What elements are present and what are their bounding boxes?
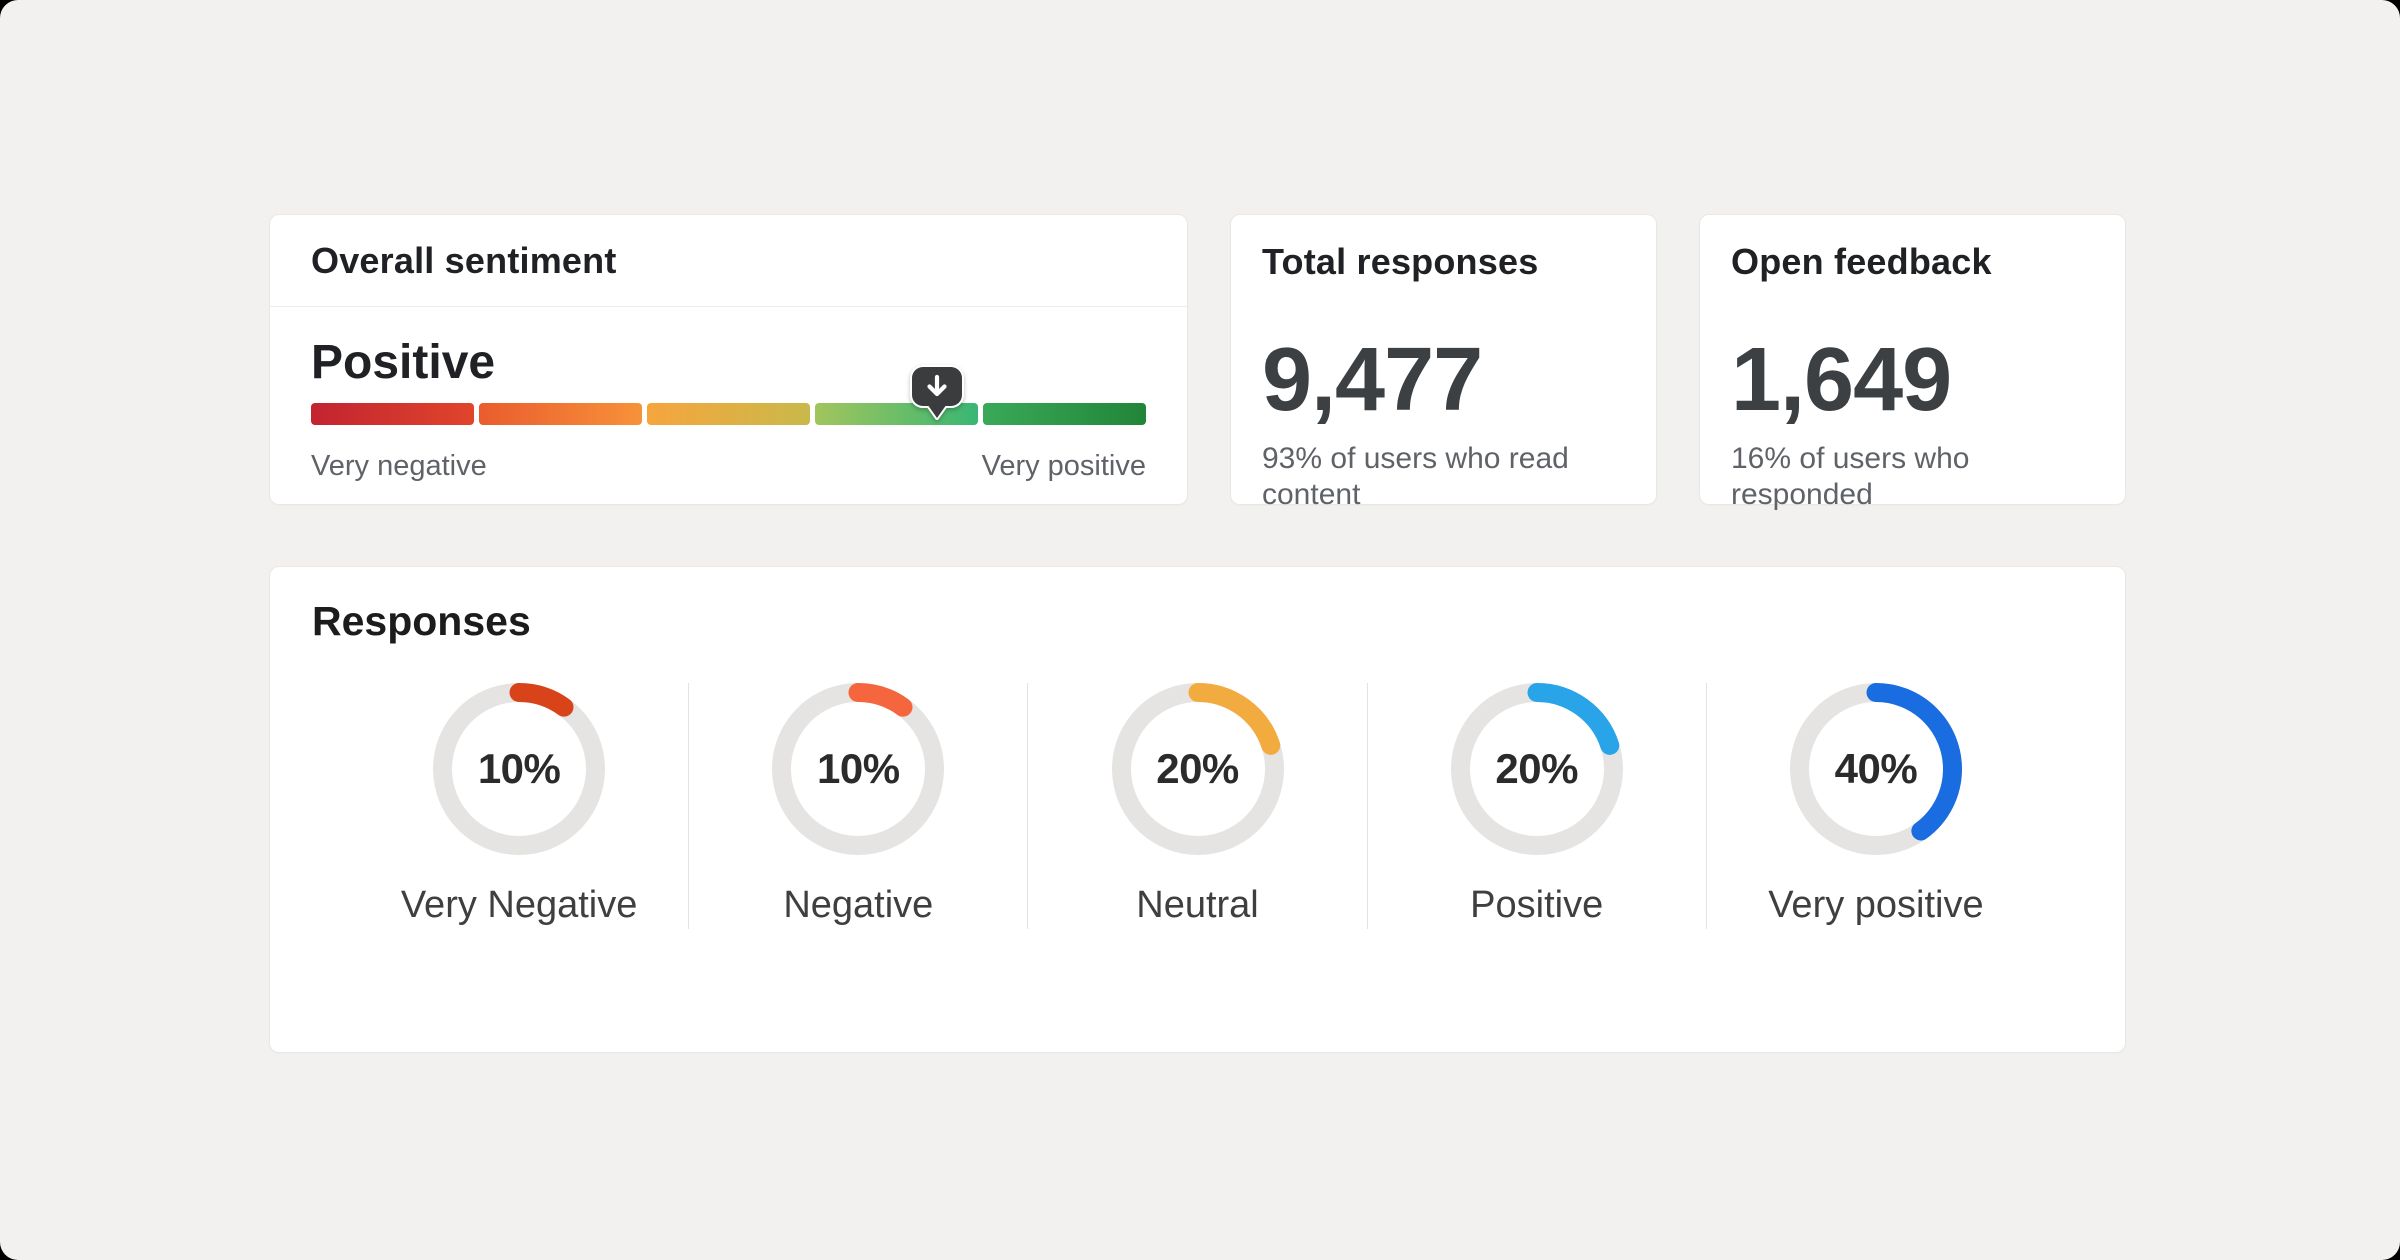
total-responses-caption: 93% of users who read content <box>1262 442 1569 511</box>
column-divider <box>1705 683 1707 929</box>
donut-group-negative: 10% Negative <box>689 683 1027 927</box>
column-divider <box>1027 683 1029 929</box>
donut-label: Very Negative <box>400 884 638 926</box>
donut-label: Negative <box>783 884 934 926</box>
donut-ring <box>433 683 606 855</box>
open-feedback-card: Open feedback 1,649 16% of users who res… <box>1699 214 2126 511</box>
sentiment-marker <box>910 365 965 420</box>
open-feedback-title: Open feedback <box>1731 241 1992 282</box>
dashboard-content: Overall sentiment Positive <box>269 214 2126 1053</box>
gauge-segment-very-positive <box>983 403 1146 425</box>
arrow-down-icon <box>927 374 947 397</box>
gauge-min-label: Very negative <box>311 450 487 482</box>
summary-row: Overall sentiment Positive <box>269 214 2126 511</box>
donut-arc <box>433 683 606 855</box>
donut-arc <box>772 683 945 855</box>
donut-ring <box>1789 683 1962 855</box>
overall-sentiment-title: Overall sentiment <box>311 239 617 281</box>
total-responses-card: Total responses 9,477 93% of users who r… <box>1230 214 1657 511</box>
donut-group-neutral: 20% Neutral <box>1028 683 1366 927</box>
donut-label: Neutral <box>1136 884 1259 926</box>
open-feedback-value: 1,649 <box>1731 330 1952 430</box>
sentiment-body: Positive <box>270 337 1187 483</box>
total-responses-value: 9,477 <box>1262 330 1483 430</box>
responses-card: Responses 10% Very Negative <box>269 566 2126 1053</box>
gauge-segment-very-negative <box>311 403 474 425</box>
donut-value: 20% <box>1156 745 1239 792</box>
donut-value: 10% <box>477 745 561 792</box>
total-responses-title: Total responses <box>1262 241 1539 282</box>
donut-row: 10% Very Negative 10% Negative <box>270 683 2125 929</box>
sentiment-gauge <box>311 365 1146 425</box>
donut-group-positive: 20% Positive <box>1368 683 1706 927</box>
donut-value: 10% <box>817 745 900 792</box>
responses-title: Responses <box>312 598 531 644</box>
donut-label: Very positive <box>1768 884 1984 926</box>
donut-value: 40% <box>1834 745 1918 792</box>
column-divider <box>688 683 690 929</box>
card-header: Overall sentiment <box>270 215 1187 307</box>
donut-arc <box>1450 683 1623 855</box>
donut-chart: 40% <box>1789 683 1962 855</box>
donut-chart: 10% <box>772 683 945 855</box>
donut-chart: 20% <box>1111 683 1284 855</box>
sentiment-value: Positive <box>311 336 496 389</box>
donut-value: 20% <box>1495 745 1578 792</box>
gauge-segment-negative <box>479 403 642 425</box>
donut-arc <box>1111 683 1284 855</box>
donut-chart: 20% <box>1450 683 1623 855</box>
donut-arc <box>1789 683 1962 855</box>
sentiment-gauge-bar <box>311 403 1146 425</box>
donut-ring <box>1111 683 1284 855</box>
column-divider <box>1366 683 1368 929</box>
gauge-max-label: Very positive <box>981 450 1146 482</box>
gauge-segment-neutral <box>647 403 810 425</box>
donut-ring <box>772 683 945 855</box>
donut-label: Positive <box>1470 884 1604 926</box>
donut-group-very-negative: 10% Very Negative <box>350 683 688 927</box>
open-feedback-caption: 16% of users who responded <box>1731 442 1970 511</box>
donut-group-very-positive: 40% Very positive <box>1707 683 2045 927</box>
overall-sentiment-card: Overall sentiment Positive <box>269 214 1188 505</box>
donut-chart: 10% <box>433 683 606 855</box>
gauge-scale-labels: Very negative Very positive <box>311 449 1146 483</box>
donut-ring <box>1450 683 1623 855</box>
